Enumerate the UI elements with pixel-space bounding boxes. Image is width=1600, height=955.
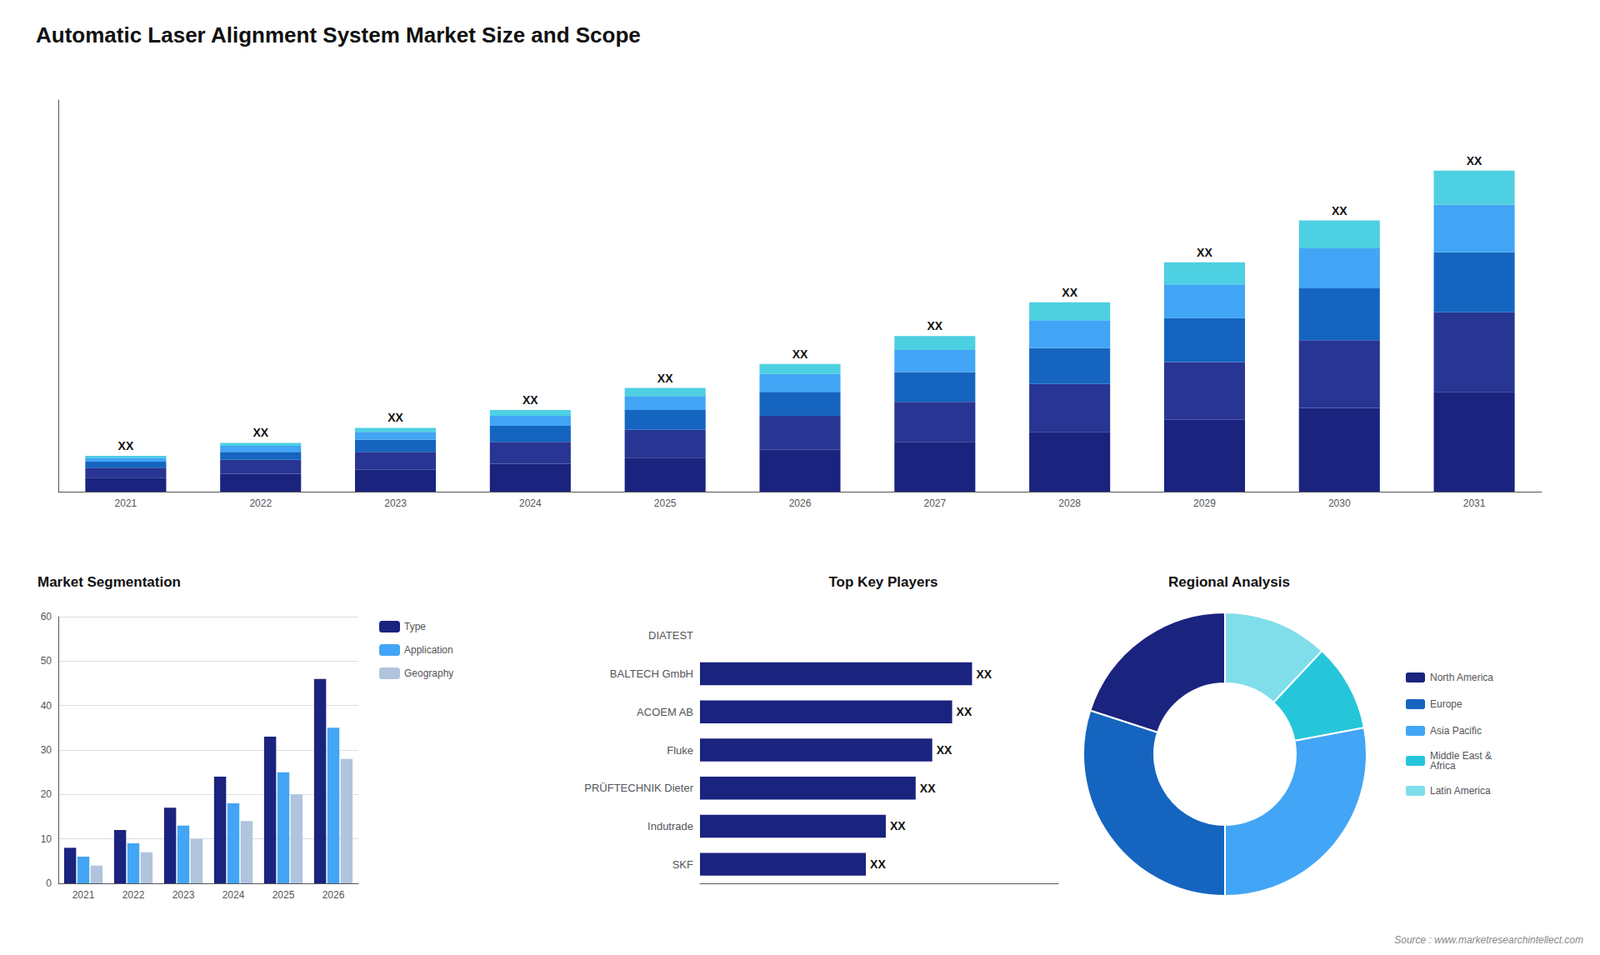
svg-text:XX: XX: [936, 743, 953, 757]
svg-text:XX: XX: [118, 439, 135, 453]
svg-text:50: 50: [40, 655, 53, 667]
svg-text:XX: XX: [1196, 245, 1213, 260]
svg-text:PRÜFTECHNIK Dieter: PRÜFTECHNIK Dieter: [584, 781, 694, 795]
svg-text:2029: 2029: [1193, 497, 1216, 510]
svg-text:0: 0: [45, 877, 52, 890]
svg-text:2023: 2023: [384, 497, 407, 510]
svg-text:60: 60: [40, 610, 53, 623]
svg-text:2022: 2022: [122, 889, 145, 901]
svg-text:SKF: SKF: [672, 858, 694, 871]
svg-text:XX: XX: [870, 857, 886, 871]
svg-text:DIATEST: DIATEST: [648, 629, 694, 642]
svg-text:XX: XX: [387, 410, 404, 425]
svg-text:Type: Type: [404, 620, 426, 633]
svg-text:XX: XX: [890, 819, 906, 833]
svg-text:Indutrade: Indutrade: [647, 820, 694, 833]
svg-text:Source : www.marketresearchint: Source : www.marketresearchintellect.com: [1394, 934, 1584, 946]
svg-text:XX: XX: [975, 667, 992, 681]
svg-text:2030: 2030: [1328, 497, 1351, 510]
svg-text:30: 30: [40, 744, 53, 756]
svg-text:XX: XX: [657, 371, 674, 385]
svg-text:Asia Pacific: Asia Pacific: [1430, 725, 1482, 737]
svg-text:XX: XX: [956, 705, 973, 719]
svg-text:Market Segmentation: Market Segmentation: [37, 574, 181, 590]
svg-text:2021: 2021: [72, 889, 95, 901]
svg-text:2028: 2028: [1058, 497, 1081, 510]
svg-text:XX: XX: [1061, 285, 1078, 300]
svg-text:Latin America: Latin America: [1430, 785, 1491, 797]
svg-text:XX: XX: [920, 781, 936, 795]
svg-text:Automatic Laser Alignment Syst: Automatic Laser Alignment System Market …: [35, 22, 641, 48]
svg-text:ACOEM AB: ACOEM AB: [636, 705, 694, 719]
svg-text:XX: XX: [792, 347, 809, 361]
svg-text:Regional Analysis: Regional Analysis: [1168, 574, 1290, 590]
svg-text:Top Key Players: Top Key Players: [828, 574, 938, 590]
svg-text:Europe: Europe: [1430, 698, 1463, 710]
svg-text:2022: 2022: [249, 497, 272, 510]
svg-text:BALTECH GmbH: BALTECH GmbH: [610, 667, 694, 680]
svg-text:XX: XX: [252, 425, 269, 440]
svg-text:2026: 2026: [789, 497, 812, 510]
svg-text:Application: Application: [404, 644, 454, 656]
svg-text:Geography: Geography: [404, 667, 454, 680]
svg-text:Fluke: Fluke: [666, 744, 694, 757]
svg-text:Middle East &: Middle East &: [1430, 750, 1492, 762]
svg-text:2025: 2025: [272, 889, 295, 901]
svg-text:10: 10: [40, 833, 53, 845]
svg-text:North America: North America: [1430, 671, 1494, 684]
svg-text:Africa: Africa: [1430, 760, 1456, 772]
svg-text:2025: 2025: [654, 497, 677, 510]
svg-text:XX: XX: [522, 393, 539, 407]
svg-text:40: 40: [40, 700, 53, 712]
svg-text:2024: 2024: [222, 889, 245, 901]
svg-text:XX: XX: [1331, 204, 1348, 218]
svg-text:2026: 2026: [322, 889, 345, 901]
svg-text:20: 20: [40, 788, 53, 800]
svg-text:2031: 2031: [1463, 497, 1486, 510]
svg-text:2023: 2023: [172, 889, 195, 901]
svg-text:2021: 2021: [115, 497, 138, 510]
svg-text:2027: 2027: [923, 497, 946, 510]
svg-text:XX: XX: [1466, 154, 1483, 168]
svg-text:XX: XX: [926, 319, 943, 333]
svg-text:2024: 2024: [519, 497, 542, 510]
